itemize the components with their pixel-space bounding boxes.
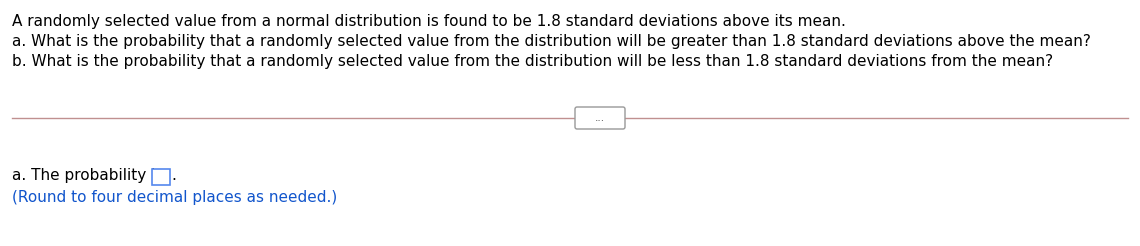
Text: A randomly selected value from a normal distribution is found to be 1.8 standard: A randomly selected value from a normal …: [13, 14, 846, 29]
Text: b. What is the probability that a randomly selected value from the distribution : b. What is the probability that a random…: [13, 54, 1053, 69]
Text: a. The probability is: a. The probability is: [13, 168, 169, 183]
Text: .: .: [172, 168, 177, 183]
Text: (Round to four decimal places as needed.): (Round to four decimal places as needed.…: [13, 190, 337, 205]
Text: a. What is the probability that a randomly selected value from the distribution : a. What is the probability that a random…: [13, 34, 1091, 49]
FancyBboxPatch shape: [575, 107, 625, 129]
FancyBboxPatch shape: [152, 169, 170, 185]
Text: ...: ...: [595, 113, 605, 123]
